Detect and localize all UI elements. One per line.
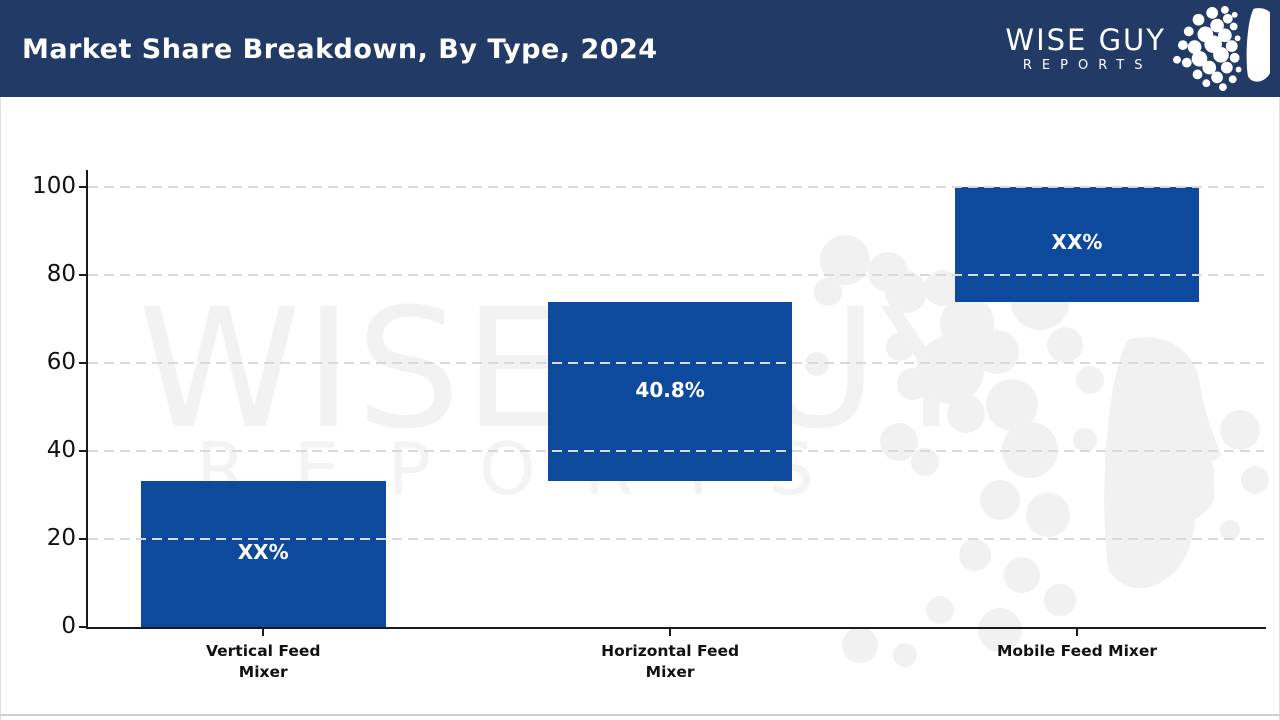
y-tick-mark	[79, 362, 86, 364]
chart-area: WISE GUY REPORTS 0 20 40 60 80 100 XX% Vertica	[0, 97, 1280, 720]
y-tick-label: 20	[46, 525, 76, 551]
bar-segment: XX%	[140, 481, 386, 627]
x-tick-mark	[669, 629, 672, 636]
gridline	[88, 186, 1264, 188]
y-axis-line	[86, 170, 88, 629]
card-bottom-border	[0, 714, 1280, 716]
card-left-border	[0, 97, 1, 720]
x-tick-mark	[262, 629, 265, 636]
y-tick-label: 100	[32, 173, 76, 199]
x-tick-mark	[1076, 629, 1079, 636]
header-bar: Market Share Breakdown, By Type, 2024 WI…	[0, 0, 1280, 97]
x-tick-label: Horizontal Feed Mixer	[601, 642, 740, 681]
page-title: Market Share Breakdown, By Type, 2024	[22, 34, 658, 65]
y-tick-label: 80	[46, 261, 76, 287]
logo-face-icon	[1173, 6, 1270, 92]
x-axis-line	[86, 627, 1266, 629]
y-tick-mark	[79, 274, 86, 276]
y-tick-label: 60	[46, 349, 76, 375]
logo-wordmark: WISE GUY	[1005, 22, 1166, 57]
bar-value-label: 40.8%	[635, 377, 705, 402]
logo-text: WISE GUY REPORTS	[1005, 22, 1166, 74]
bar-value-label: XX%	[1051, 230, 1103, 255]
y-tick-label: 40	[46, 437, 76, 463]
logo-subtitle: REPORTS	[1022, 58, 1153, 74]
y-tick-label: 0	[61, 613, 76, 639]
y-tick-mark	[79, 538, 86, 540]
x-tick-label: Mobile Feed Mixer	[996, 642, 1158, 660]
wise-guy-reports-logo: WISE GUY REPORTS	[1005, 6, 1270, 92]
y-tick-mark	[79, 626, 86, 628]
gridline	[88, 538, 1264, 540]
bar-segment: 40.8%	[547, 301, 793, 482]
y-tick-mark	[79, 450, 86, 452]
bar-value-label: XX%	[237, 540, 289, 565]
y-tick-mark	[79, 186, 86, 188]
gridline	[88, 450, 1264, 452]
gridline	[88, 362, 1264, 364]
x-tick-label: Vertical Feed Mixer	[205, 642, 321, 681]
bar-segment: XX%	[954, 187, 1200, 302]
gridline	[88, 274, 1264, 276]
